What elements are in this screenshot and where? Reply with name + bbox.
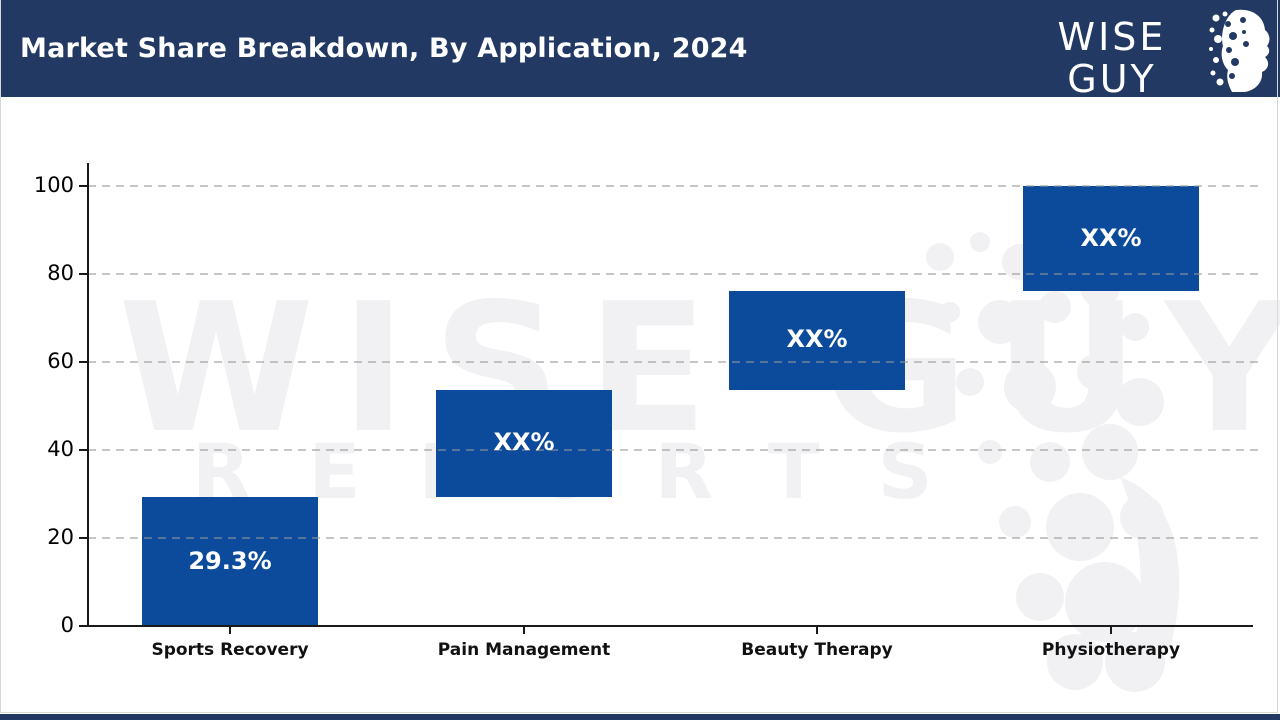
logo-primary-text: WISE GUY (1057, 15, 1167, 101)
logo-text: WISE GUY REPORTS (1016, 16, 1208, 118)
gridline-40 (88, 449, 1262, 451)
dotted-head-profile-icon (1209, 9, 1270, 92)
bar-sports-recovery (142, 497, 318, 626)
y-tick-20 (79, 537, 87, 539)
y-axis-line (87, 163, 89, 627)
x-tick-beauty-therapy (816, 627, 818, 634)
x-axis-line (88, 625, 1253, 627)
y-tick-label-0: 0 (60, 613, 74, 637)
bar-beauty-therapy (729, 291, 905, 390)
x-tick-physiotherapy (1110, 627, 1112, 634)
chart-area: WISE GUY REPORTS (0, 97, 1280, 713)
bar-value-label-beauty-therapy: XX% (786, 325, 848, 354)
gridline-60 (88, 361, 1262, 363)
gridline-100 (88, 185, 1262, 187)
x-tick-label-beauty-therapy: Beauty Therapy (741, 640, 893, 660)
logo-secondary-text: REPORTS (1045, 102, 1187, 118)
x-tick-label-physiotherapy: Physiotherapy (1041, 640, 1181, 660)
page-title: Market Share Breakdown, By Application, … (20, 33, 748, 64)
y-tick-label-20: 20 (47, 525, 74, 549)
wise-guy-logo: WISE GUY REPORTS (1016, 6, 1270, 118)
y-tick-label-40: 40 (47, 437, 74, 461)
x-tick-label-pain-management: Pain Management (437, 640, 611, 660)
y-tick-80 (79, 273, 87, 275)
y-tick-60 (79, 361, 87, 363)
y-tick-label-80: 80 (47, 261, 74, 285)
bar-value-label-pain-management: XX% (493, 428, 555, 457)
y-tick-label-60: 60 (47, 349, 74, 373)
header-bar: Market Share Breakdown, By Application, … (0, 0, 1280, 118)
x-tick-label-sports-recovery: Sports Recovery (151, 640, 309, 660)
y-tick-40 (79, 449, 87, 451)
gridline-20 (88, 537, 1262, 539)
footer-accent-bar (0, 714, 1280, 720)
gridline-80 (88, 273, 1262, 275)
bar-pain-management (436, 389, 612, 498)
y-tick-label-100: 100 (33, 173, 74, 197)
y-tick-100 (79, 185, 87, 187)
bar-value-label-sports-recovery: 29.3% (188, 546, 272, 575)
x-tick-pain-management (523, 627, 525, 634)
x-tick-sports-recovery (229, 627, 231, 634)
bar-value-label-physiotherapy: XX% (1080, 223, 1142, 252)
y-tick-0 (79, 625, 87, 627)
